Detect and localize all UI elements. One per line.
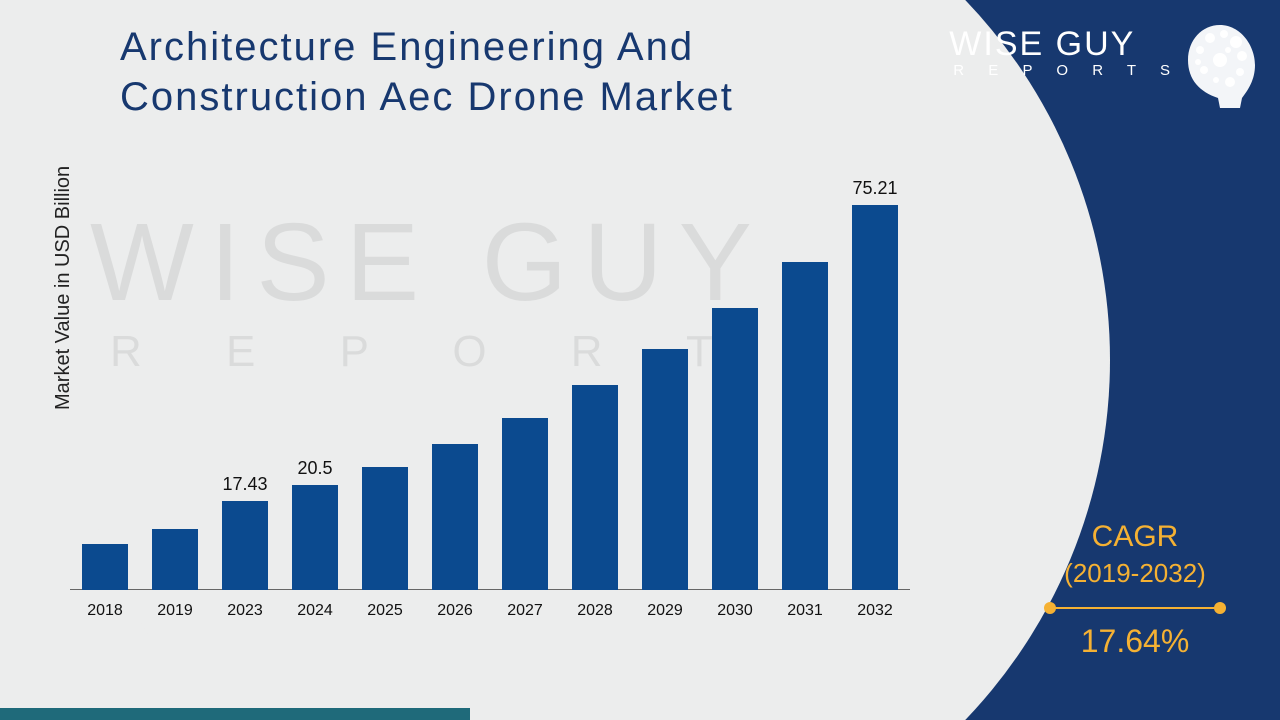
x-tick-label: 2025 bbox=[350, 602, 420, 620]
chart-title: Architecture Engineering And Constructio… bbox=[120, 22, 880, 122]
x-tick-label: 2018 bbox=[70, 602, 140, 620]
cagr-title: CAGR bbox=[1010, 520, 1260, 554]
bar bbox=[222, 501, 268, 590]
x-tick-label: 2028 bbox=[560, 602, 630, 620]
bar bbox=[712, 308, 758, 590]
cagr-box: CAGR (2019-2032) 17.64% bbox=[1010, 520, 1260, 660]
x-tick-label: 2032 bbox=[840, 602, 910, 620]
bottom-accent-strip bbox=[0, 708, 470, 720]
title-line-2: Construction Aec Drone Market bbox=[120, 72, 880, 122]
x-tick-label: 2031 bbox=[770, 602, 840, 620]
bar-value-label: 17.43 bbox=[210, 474, 280, 495]
x-tick-label: 2019 bbox=[140, 602, 210, 620]
bar-chart: 17.4320.575.21 2018201920232024202520262… bbox=[70, 180, 910, 620]
x-tick-label: 2023 bbox=[210, 602, 280, 620]
bar bbox=[502, 418, 548, 590]
bar bbox=[292, 485, 338, 590]
infographic-canvas: WISE GUY R E P O R T S Architecture Engi… bbox=[0, 0, 1280, 720]
x-tick-label: 2029 bbox=[630, 602, 700, 620]
logo-head-icon bbox=[1180, 20, 1260, 110]
bar bbox=[82, 544, 128, 590]
x-tick-label: 2024 bbox=[280, 602, 350, 620]
title-line-1: Architecture Engineering And bbox=[120, 22, 880, 72]
brand-logo: WISE GUY R E P O R T S bbox=[949, 25, 1180, 79]
bar-value-label: 75.21 bbox=[840, 178, 910, 199]
bar-value-label: 20.5 bbox=[280, 458, 350, 479]
bar bbox=[362, 467, 408, 590]
bar bbox=[782, 262, 828, 590]
bar bbox=[152, 529, 198, 591]
cagr-divider bbox=[1050, 607, 1220, 609]
plot-area: 17.4320.5 75.21 bbox=[70, 180, 910, 590]
logo-main-text: WISE GUY bbox=[949, 25, 1180, 64]
bar bbox=[642, 349, 688, 590]
x-tick-label: 2027 bbox=[490, 602, 560, 620]
logo-sub-text: R E P O R T S bbox=[949, 62, 1180, 79]
bar bbox=[852, 205, 898, 590]
x-tick-label: 2030 bbox=[700, 602, 770, 620]
cagr-years: (2019-2032) bbox=[1010, 558, 1260, 589]
x-tick-label: 2026 bbox=[420, 602, 490, 620]
bar bbox=[572, 385, 618, 590]
bar bbox=[432, 444, 478, 590]
cagr-value: 17.64% bbox=[1010, 623, 1260, 660]
